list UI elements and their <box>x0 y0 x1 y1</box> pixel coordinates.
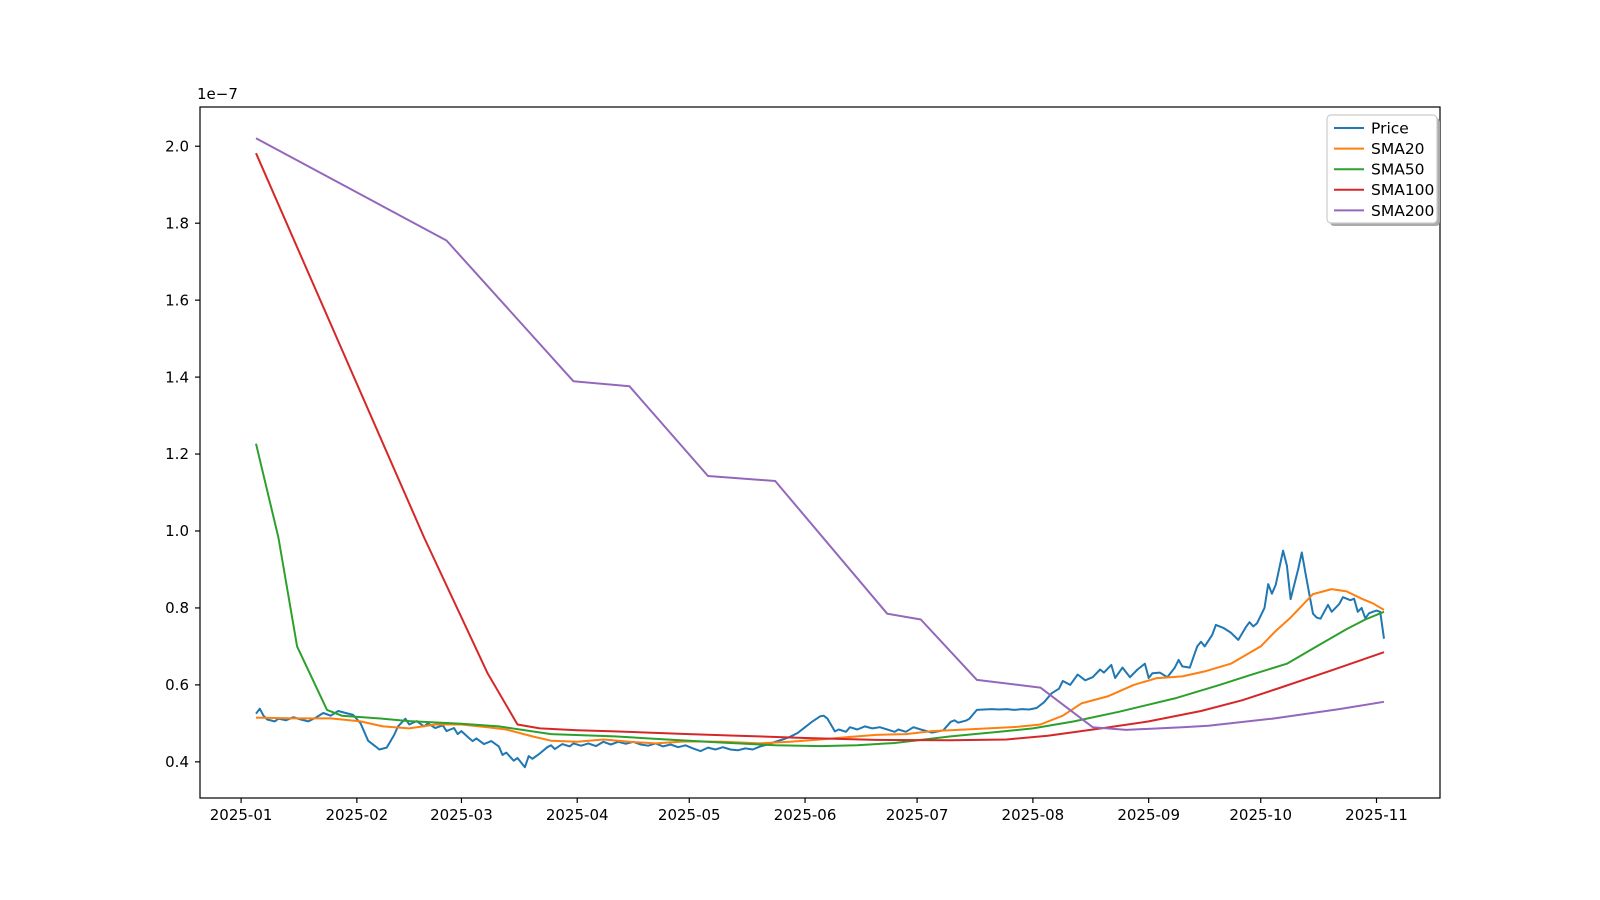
y-tick-label: 2.0 <box>165 137 189 155</box>
x-tick-label: 2025-11 <box>1345 806 1408 824</box>
y-axis-offset-label: 1e−7 <box>197 85 238 103</box>
x-axis: 2025-01 2025-02 2025-03 2025-04 2025-05 2025-… <box>210 798 1408 824</box>
legend-entry: SMA20 <box>1334 140 1425 158</box>
series-line-sma50 <box>255 443 1385 748</box>
y-tick-label: 1.2 <box>165 445 189 463</box>
y-tick-label: 1.8 <box>165 214 189 232</box>
x-tick-label: 2025-06 <box>774 806 837 824</box>
x-tick-label: 2025-01 <box>210 806 273 824</box>
series-line-sma20 <box>255 588 1385 745</box>
y-tick-label: 0.8 <box>165 599 189 617</box>
series-line-price <box>255 549 1385 769</box>
x-tick-label: 2025-08 <box>1002 806 1065 824</box>
series-line-sma100 <box>255 152 1385 742</box>
legend-entry: SMA50 <box>1334 161 1425 179</box>
x-tick-label: 2025-09 <box>1117 806 1180 824</box>
x-tick-label: 2025-05 <box>658 806 721 824</box>
y-tick-label: 0.6 <box>165 676 189 694</box>
legend-label-sma20: SMA20 <box>1371 140 1425 158</box>
y-tick-label: 0.4 <box>165 753 189 771</box>
legend-label-sma200: SMA200 <box>1371 202 1434 220</box>
x-tick-label: 2025-03 <box>430 806 493 824</box>
plot-area <box>199 106 1441 799</box>
series-line-sma200 <box>255 137 1385 731</box>
legend-label-sma100: SMA100 <box>1371 181 1434 199</box>
x-tick-label: 2025-07 <box>886 806 949 824</box>
legend-label-sma50: SMA50 <box>1371 161 1425 179</box>
legend-entry: SMA100 <box>1334 181 1434 199</box>
y-tick-label: 1.4 <box>165 368 189 386</box>
legend: Price SMA20 SMA50 SMA100 SMA200 <box>1326 114 1440 226</box>
legend-entry: Price <box>1334 119 1409 137</box>
y-axis: 0.4 0.6 0.8 1.0 1.2 1.4 1.6 1.8 2.0 <box>165 137 200 771</box>
x-tick-label: 2025-02 <box>326 806 389 824</box>
legend-entry: SMA200 <box>1334 202 1434 220</box>
plot-border <box>199 106 1441 799</box>
legend-label-price: Price <box>1371 119 1409 137</box>
series-lines <box>255 137 1385 769</box>
y-tick-label: 1.0 <box>165 522 189 540</box>
x-tick-label: 2025-10 <box>1229 806 1292 824</box>
x-tick-label: 2025-04 <box>546 806 609 824</box>
legend-box <box>1326 114 1438 224</box>
y-tick-label: 1.6 <box>165 291 189 309</box>
